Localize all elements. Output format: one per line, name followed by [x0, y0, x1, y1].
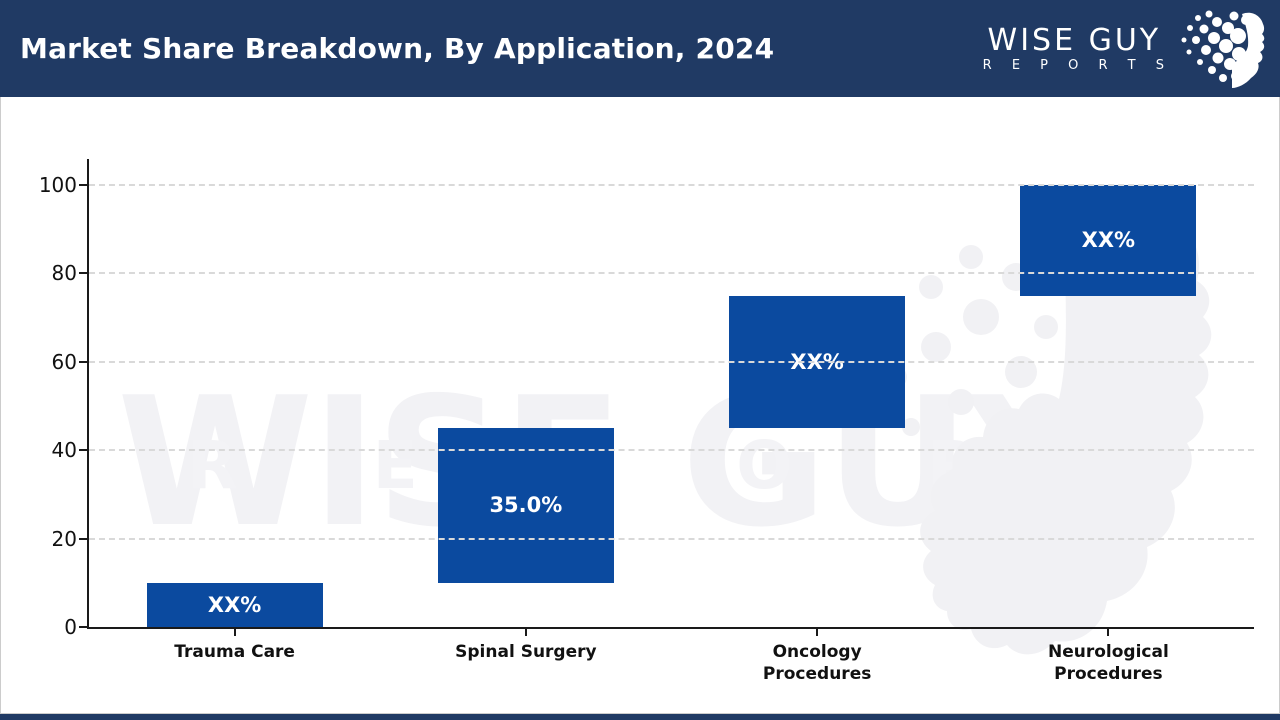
- x-tick-mark: [233, 629, 236, 636]
- footer-bar: [0, 714, 1280, 720]
- y-tick-label: 40: [51, 438, 77, 463]
- x-axis-line: [87, 627, 1254, 629]
- header: Market Share Breakdown, By Application, …: [0, 0, 1280, 97]
- y-tick-mark: [79, 272, 87, 275]
- y-tick-label: 80: [51, 261, 77, 286]
- gridline: [89, 537, 1254, 540]
- y-tick-label: 0: [64, 615, 77, 639]
- chart-title: Market Share Breakdown, By Application, …: [20, 32, 775, 65]
- x-tick-label: Neurological Procedures: [1047, 642, 1169, 685]
- y-tick-label: 100: [38, 173, 77, 197]
- bar-value-label: 35.0%: [489, 493, 563, 518]
- gridline: [89, 449, 1254, 452]
- brand-logo: WISE GUY R E P O R T S: [977, 6, 1268, 92]
- bar: 35.0%: [437, 428, 614, 583]
- plot-area: XX% Trauma Care 35.0% Spinal Surgery XX% Onco…: [1, 97, 1279, 713]
- y-tick-mark: [79, 626, 87, 628]
- x-tick-label: Spinal Surgery: [455, 642, 597, 662]
- y-tick-mark: [79, 537, 87, 540]
- y-tick-mark: [79, 449, 87, 452]
- bar-value-label: XX%: [207, 592, 262, 617]
- bar: XX%: [1020, 185, 1197, 296]
- brand-name: WISE GUY: [987, 22, 1162, 58]
- x-tick-mark: [816, 629, 819, 636]
- brand-face-icon: [1181, 10, 1265, 89]
- y-axis-line: [87, 159, 89, 629]
- brand-subtitle: R E P O R T S: [982, 58, 1172, 74]
- chart-area: WISE GUY R E P O R T S XX% Trauma Care 35.…: [0, 97, 1280, 714]
- gridline: [89, 184, 1254, 186]
- gridline: [89, 272, 1254, 275]
- y-tick-label: 20: [51, 526, 77, 551]
- bar-value-label: XX%: [1081, 228, 1136, 253]
- y-tick-mark: [79, 360, 87, 363]
- x-tick-mark: [1107, 629, 1110, 636]
- y-tick-label: 60: [51, 349, 77, 374]
- gridline: [89, 360, 1254, 363]
- brand-wordmark: WISE GUY R E P O R T S: [977, 25, 1172, 74]
- x-tick-label: Trauma Care: [174, 642, 295, 662]
- x-tick-mark: [524, 629, 527, 636]
- y-tick-mark: [79, 184, 87, 186]
- bar: XX%: [146, 582, 323, 627]
- x-tick-label: Oncology Procedures: [762, 642, 872, 685]
